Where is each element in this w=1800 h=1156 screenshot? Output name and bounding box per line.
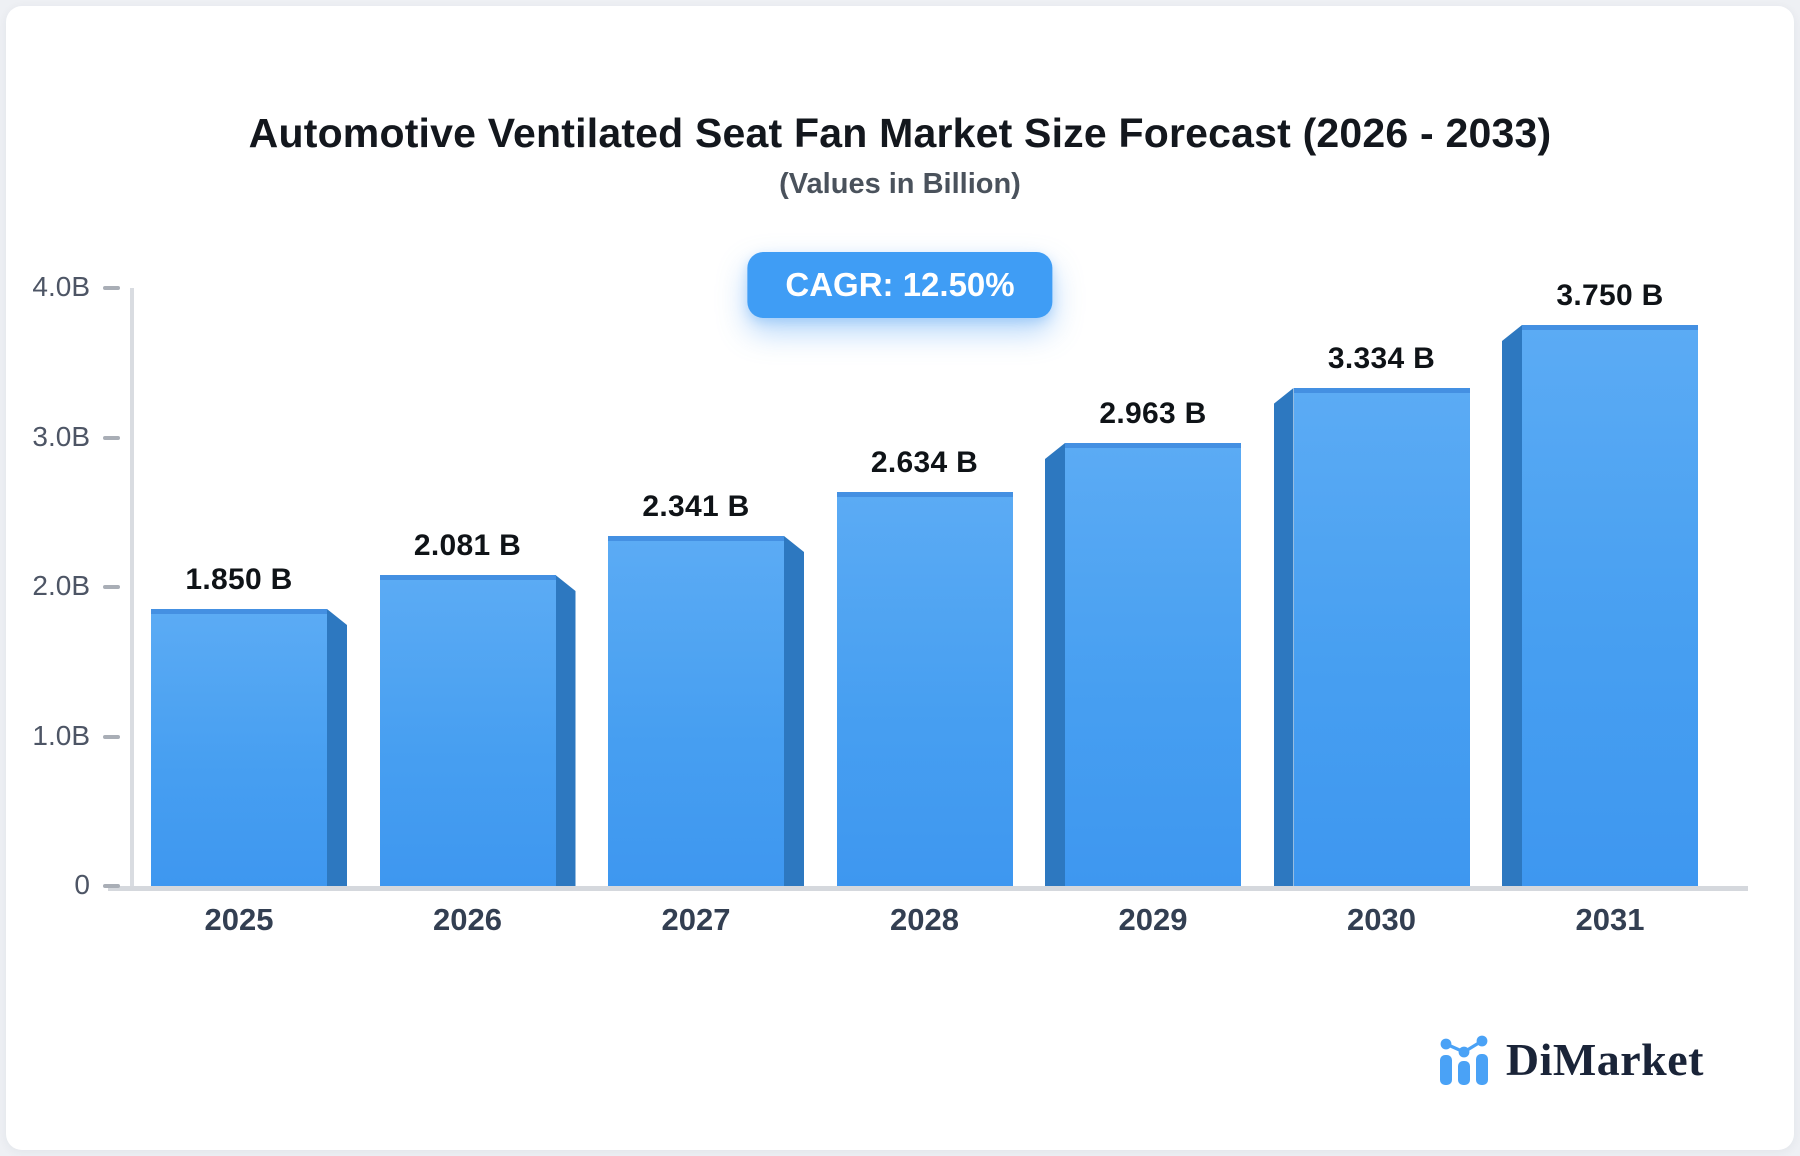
bar-3d-side — [555, 575, 576, 886]
y-tick-dash — [103, 286, 120, 290]
logo-text: DiMarket — [1505, 1033, 1704, 1085]
bar-value-label: 3.334 B — [1327, 342, 1436, 375]
bar-value-label: 3.750 B — [1556, 279, 1664, 312]
bar-value-label: 1.850 B — [185, 563, 293, 596]
bar — [1065, 443, 1241, 886]
y-tick-dash — [103, 435, 120, 440]
x-tick-label: 2031 — [1575, 902, 1645, 937]
x-tick-label: 2026 — [433, 902, 502, 937]
y-tick-label: 0 — [74, 869, 90, 900]
bar — [379, 575, 556, 886]
bar — [608, 536, 784, 886]
bar — [151, 609, 327, 886]
x-tick-label: 2027 — [661, 902, 731, 937]
bar-value-label: 2.081 B — [413, 529, 522, 562]
x-tick-label: 2025 — [204, 902, 274, 937]
y-axis-line — [130, 288, 134, 886]
bar-chart-logo-icon — [1439, 1035, 1488, 1085]
x-tick-label: 2029 — [1118, 902, 1188, 937]
bar — [1522, 325, 1698, 886]
dimarket-logo: DiMarket — [1436, 1030, 1704, 1088]
bar-value-label: 2.963 B — [1099, 397, 1207, 430]
y-tick-label: 4.0B — [32, 271, 90, 302]
y-tick-label: 2.0B — [32, 570, 90, 601]
bar-3d-side — [1045, 443, 1065, 886]
bar-3d-side — [1502, 325, 1522, 886]
cagr-badge: CAGR: 12.50% — [747, 252, 1053, 318]
bar-value-label: 2.634 B — [870, 446, 979, 479]
y-tick-label: 3.0B — [32, 420, 90, 452]
bar — [1293, 388, 1470, 886]
bar-3d-side — [327, 609, 347, 886]
bar-value-label: 2.341 B — [642, 490, 750, 523]
bar — [836, 492, 1013, 886]
bar-3d-side — [1273, 388, 1294, 886]
chart-title: Automotive Ventilated Seat Fan Market Si… — [248, 110, 1552, 156]
y-tick-dash — [103, 884, 120, 888]
chart-subtitle: (Values in Billion) — [779, 168, 1021, 200]
x-axis-baseline — [108, 886, 1748, 891]
y-tick-dash — [103, 585, 120, 589]
x-tick-label: 2028 — [890, 902, 959, 937]
y-tick-label: 1.0B — [32, 719, 90, 751]
x-tick-label: 2030 — [1347, 902, 1416, 937]
bar-3d-side — [784, 536, 804, 886]
y-tick-dash — [103, 734, 120, 739]
